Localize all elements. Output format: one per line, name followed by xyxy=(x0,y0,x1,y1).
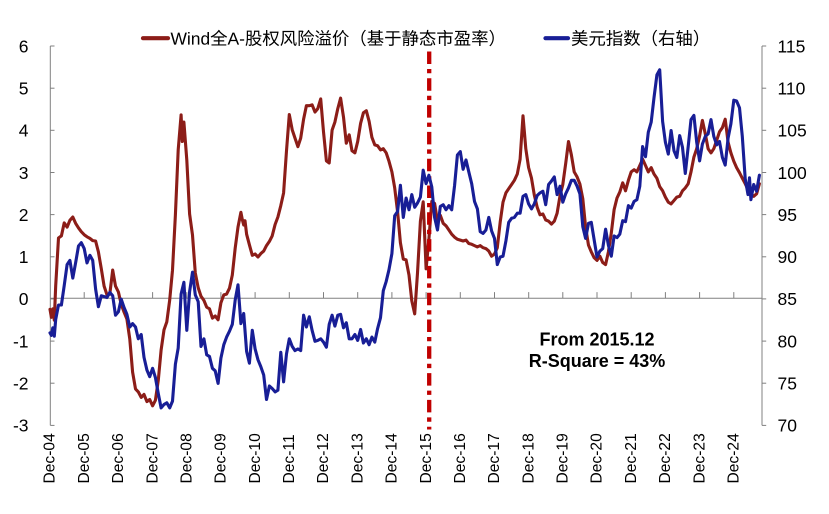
svg-text:75: 75 xyxy=(778,374,797,394)
svg-text:4: 4 xyxy=(19,121,29,141)
svg-text:Dec-11: Dec-11 xyxy=(281,434,298,483)
svg-text:Dec-23: Dec-23 xyxy=(691,433,708,483)
svg-text:70: 70 xyxy=(778,416,798,436)
svg-text:80: 80 xyxy=(778,331,798,351)
svg-text:115: 115 xyxy=(778,36,806,56)
svg-text:Dec-18: Dec-18 xyxy=(520,433,537,483)
svg-text:5: 5 xyxy=(19,79,29,99)
svg-text:110: 110 xyxy=(778,79,806,99)
svg-text:85: 85 xyxy=(778,289,797,309)
svg-text:-1: -1 xyxy=(13,331,29,351)
svg-text:Dec-15: Dec-15 xyxy=(418,433,435,484)
svg-text:R-Square = 43%: R-Square = 43% xyxy=(529,351,666,371)
svg-text:Dec-05: Dec-05 xyxy=(76,433,93,484)
svg-text:-3: -3 xyxy=(13,416,29,436)
svg-text:6: 6 xyxy=(19,36,29,56)
svg-text:From 2015.12: From 2015.12 xyxy=(539,329,654,349)
svg-text:Dec-08: Dec-08 xyxy=(179,433,196,483)
svg-text:Dec-21: Dec-21 xyxy=(623,433,640,483)
svg-text:90: 90 xyxy=(778,247,798,267)
svg-text:Dec-24: Dec-24 xyxy=(726,433,743,484)
svg-text:95: 95 xyxy=(778,205,797,225)
svg-text:-2: -2 xyxy=(13,374,29,394)
svg-text:Dec-20: Dec-20 xyxy=(589,433,606,484)
svg-text:Dec-10: Dec-10 xyxy=(247,433,264,484)
svg-text:Dec-22: Dec-22 xyxy=(657,433,674,483)
svg-text:Dec-14: Dec-14 xyxy=(384,433,401,484)
svg-text:100: 100 xyxy=(778,163,807,183)
svg-text:Dec-06: Dec-06 xyxy=(110,433,127,483)
svg-text:0: 0 xyxy=(19,289,29,309)
svg-text:Dec-19: Dec-19 xyxy=(555,433,572,483)
svg-text:3: 3 xyxy=(19,163,29,183)
svg-text:105: 105 xyxy=(778,121,807,141)
svg-text:Dec-12: Dec-12 xyxy=(315,433,332,483)
svg-text:Dec-07: Dec-07 xyxy=(144,433,161,483)
svg-text:Dec-16: Dec-16 xyxy=(452,433,469,483)
svg-text:Dec-04: Dec-04 xyxy=(42,433,59,484)
svg-text:Dec-17: Dec-17 xyxy=(486,433,503,483)
svg-text:1: 1 xyxy=(19,247,29,267)
svg-text:2: 2 xyxy=(19,205,29,225)
svg-text:Dec-13: Dec-13 xyxy=(349,433,366,483)
svg-text:Dec-09: Dec-09 xyxy=(213,433,230,483)
